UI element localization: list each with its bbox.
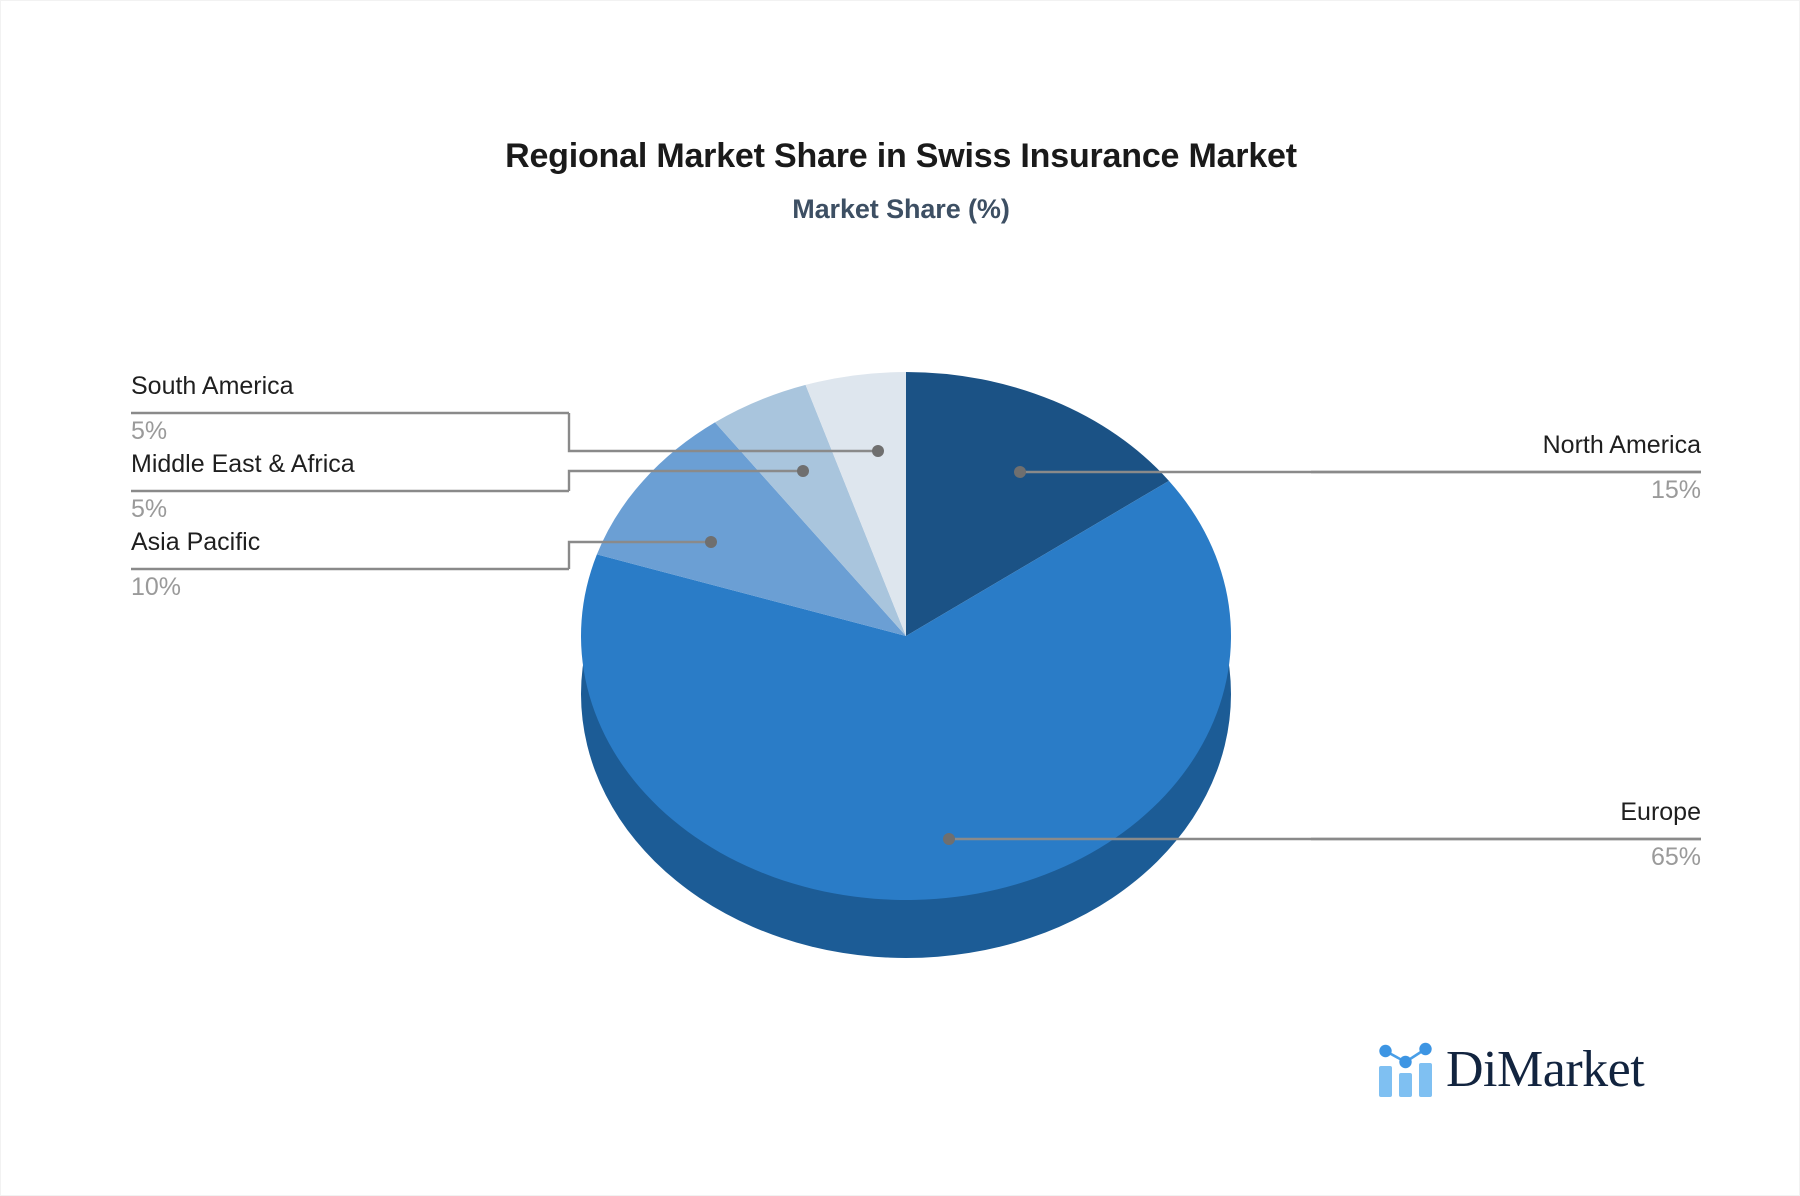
data-label-europe-name: Europe <box>1620 798 1701 826</box>
data-label-middle-east-africa[interactable]: Middle East & Africa <box>131 450 355 480</box>
pie-chart-graphic <box>581 372 1232 958</box>
data-label-south-america[interactable]: South America <box>131 372 294 402</box>
data-label-south-america-name: South America <box>131 372 294 400</box>
pie-slice-europe[interactable] <box>581 480 1232 900</box>
data-label-north-america-value: 15% <box>1650 476 1701 504</box>
pie-slice-south-america[interactable] <box>805 372 906 636</box>
chart-subtitle: Market Share (%) <box>792 194 1010 224</box>
data-label-asia-pacific-name: Asia Pacific <box>131 528 261 556</box>
anchor-dot-asia-pacific <box>705 536 717 548</box>
data-value-middle-east-africa[interactable]: 5% <box>131 495 167 525</box>
leader-anchor-dots <box>705 445 1026 845</box>
leader-line-south-america <box>567 413 878 453</box>
data-value-asia-pacific[interactable]: 10% <box>131 573 181 603</box>
data-label-asia-pacific[interactable]: Asia Pacific <box>131 528 260 558</box>
pie-slice-middle-east-africa[interactable] <box>714 384 906 636</box>
data-value-north-america[interactable]: 15% <box>1311 476 1701 506</box>
data-label-asia-pacific-value: 10% <box>131 573 182 601</box>
anchor-dot-north-america <box>1014 466 1026 478</box>
data-value-south-america[interactable]: 5% <box>131 417 167 447</box>
page-title: Regional Market Share in Swiss Insurance… <box>505 137 1297 175</box>
pie-slices <box>581 372 1232 900</box>
brand-logo[interactable]: DiMarket <box>1375 1041 1645 1099</box>
data-value-europe[interactable]: 65% <box>1311 843 1701 873</box>
anchor-dot-europe <box>943 833 955 845</box>
data-label-north-america-name: North America <box>1542 431 1701 459</box>
data-label-middle-east-africa-value: 5% <box>131 495 168 523</box>
data-label-middle-east-africa-name: Middle East & Africa <box>131 450 355 478</box>
leader-line-middle-east-africa <box>567 469 803 491</box>
leader-line-asia-pacific <box>567 540 711 569</box>
bar-chart-dots-icon <box>1379 1042 1432 1097</box>
data-label-south-america-value: 5% <box>131 417 168 445</box>
data-label-europe-value: 65% <box>1650 843 1701 871</box>
anchor-dot-south-america <box>872 445 884 457</box>
brand-logo-text: DiMarket <box>1446 1041 1645 1098</box>
data-label-europe[interactable]: Europe <box>1311 798 1701 828</box>
anchor-dot-middle-east-africa <box>797 465 809 477</box>
pie-slice-north-america[interactable] <box>906 372 1169 636</box>
data-label-north-america[interactable]: North America <box>1311 431 1701 461</box>
pie-slice-asia-pacific[interactable] <box>596 422 906 636</box>
